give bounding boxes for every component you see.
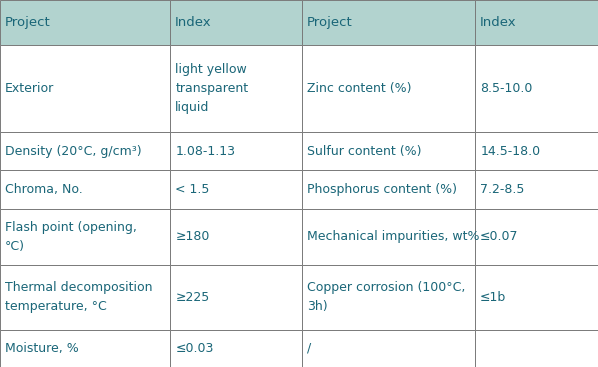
- Bar: [170, 46, 302, 132]
- Text: ≥225: ≥225: [175, 291, 209, 304]
- Text: ≤0.07: ≤0.07: [480, 230, 518, 243]
- Text: < 1.5: < 1.5: [175, 183, 209, 196]
- Text: Project: Project: [5, 16, 51, 29]
- Bar: [302, 170, 475, 209]
- Bar: [170, 330, 302, 367]
- Text: Copper corrosion (100°C,
3h): Copper corrosion (100°C, 3h): [307, 281, 465, 313]
- Text: Chroma, No.: Chroma, No.: [5, 183, 83, 196]
- Text: 7.2-8.5: 7.2-8.5: [480, 183, 524, 196]
- Text: Project: Project: [307, 16, 353, 29]
- Text: ≤0.03: ≤0.03: [175, 342, 213, 355]
- Bar: [475, 170, 598, 209]
- Bar: [0, 265, 170, 330]
- Bar: [475, 330, 598, 367]
- Text: Phosphorus content (%): Phosphorus content (%): [307, 183, 457, 196]
- Text: Exterior: Exterior: [5, 82, 54, 95]
- Bar: [302, 265, 475, 330]
- Bar: [475, 265, 598, 330]
- Bar: [170, 0, 302, 46]
- Bar: [302, 330, 475, 367]
- Bar: [0, 132, 170, 170]
- Text: 8.5-10.0: 8.5-10.0: [480, 82, 533, 95]
- Bar: [475, 0, 598, 46]
- Text: Sulfur content (%): Sulfur content (%): [307, 145, 421, 158]
- Text: 1.08-1.13: 1.08-1.13: [175, 145, 235, 158]
- Text: Moisture, %: Moisture, %: [5, 342, 78, 355]
- Text: Zinc content (%): Zinc content (%): [307, 82, 411, 95]
- Bar: [0, 0, 170, 46]
- Text: ≤1b: ≤1b: [480, 291, 507, 304]
- Bar: [0, 170, 170, 209]
- Text: Index: Index: [480, 16, 517, 29]
- Text: Thermal decomposition
temperature, °C: Thermal decomposition temperature, °C: [5, 281, 152, 313]
- Text: Index: Index: [175, 16, 212, 29]
- Text: Density (20°C, g/cm³): Density (20°C, g/cm³): [5, 145, 141, 158]
- Bar: [475, 132, 598, 170]
- Bar: [302, 0, 475, 46]
- Bar: [0, 46, 170, 132]
- Text: 14.5-18.0: 14.5-18.0: [480, 145, 541, 158]
- Bar: [170, 265, 302, 330]
- Bar: [170, 132, 302, 170]
- Bar: [302, 132, 475, 170]
- Text: ≥180: ≥180: [175, 230, 209, 243]
- Text: Mechanical impurities, wt%: Mechanical impurities, wt%: [307, 230, 479, 243]
- Bar: [0, 209, 170, 265]
- Bar: [475, 46, 598, 132]
- Text: /: /: [307, 342, 311, 355]
- Bar: [170, 170, 302, 209]
- Bar: [475, 209, 598, 265]
- Bar: [302, 46, 475, 132]
- Text: light yellow
transparent
liquid: light yellow transparent liquid: [175, 63, 248, 114]
- Bar: [302, 209, 475, 265]
- Bar: [170, 209, 302, 265]
- Bar: [0, 330, 170, 367]
- Text: Flash point (opening,
°C): Flash point (opening, °C): [5, 221, 137, 253]
